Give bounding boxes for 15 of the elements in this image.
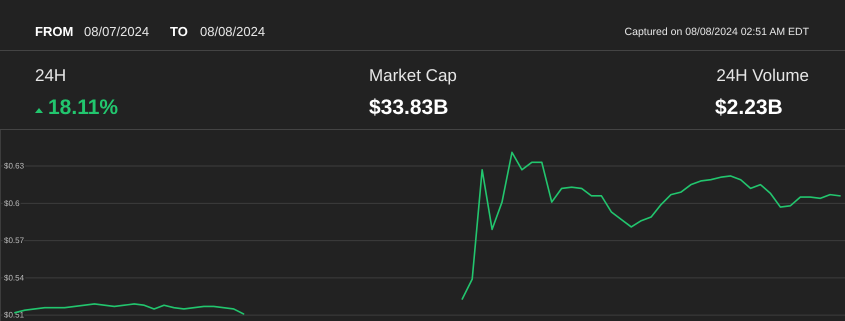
text: $2.23B xyxy=(715,96,783,119)
text: FROM xyxy=(35,24,74,39)
text: Market Cap xyxy=(369,66,457,85)
text: 18.11% xyxy=(48,96,118,119)
text: Captured on 08/08/2024 02:51 AM EDT xyxy=(624,26,810,38)
text: TO xyxy=(170,24,188,39)
y-tick-label: $0.6 xyxy=(4,198,20,208)
text: $33.83B xyxy=(369,96,448,119)
text: 08/07/2024 xyxy=(84,24,150,39)
y-tick-label: $0.57 xyxy=(4,236,25,246)
y-tick-label: $0.63 xyxy=(4,162,25,171)
y-tick-label: $0.54 xyxy=(4,273,25,282)
text: 24H xyxy=(35,66,66,85)
text: 08/08/2024 xyxy=(200,24,266,39)
text: 24H Volume xyxy=(716,66,809,85)
